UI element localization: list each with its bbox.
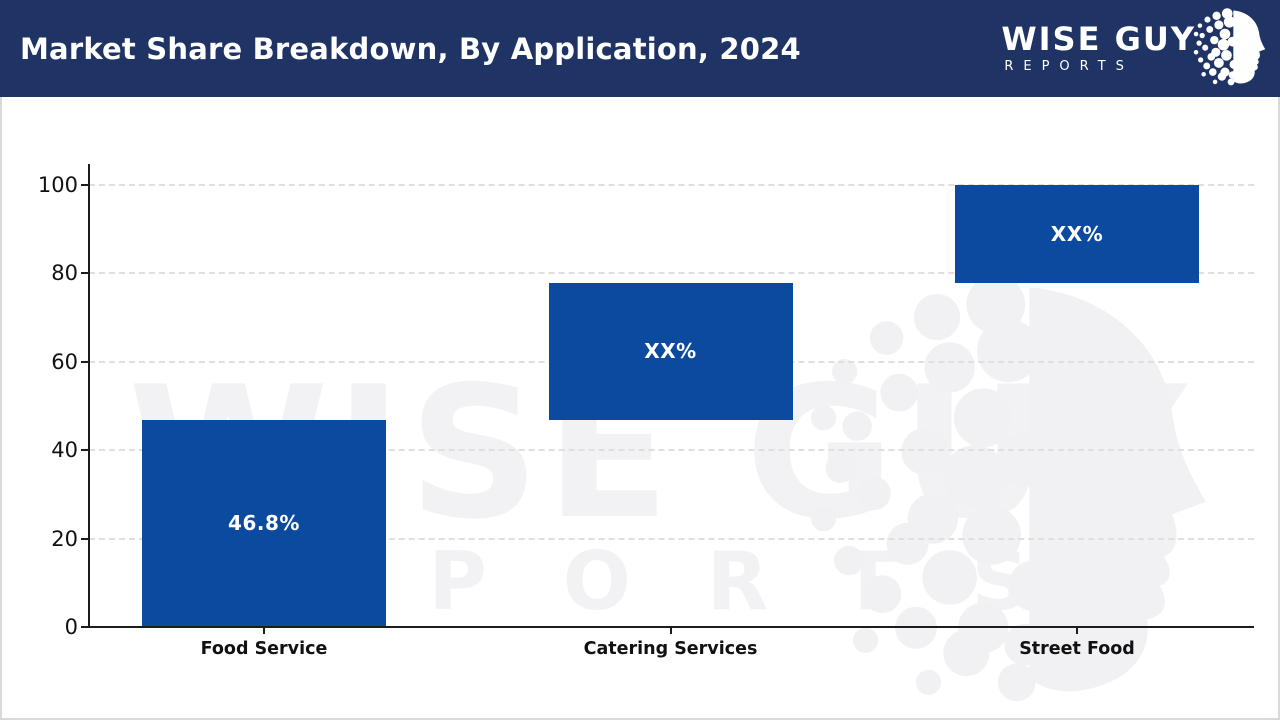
y-tick-label: 100 (37, 172, 78, 197)
logo-subtext: REPORTS (1004, 58, 1134, 74)
bar-value-label: XX% (644, 339, 697, 364)
logo-text: WISE GUY REPORTS (1001, 23, 1196, 74)
grid-line (89, 449, 1254, 451)
y-tick-mark (81, 183, 89, 186)
header: Market Share Breakdown, By Application, … (0, 0, 1280, 97)
wiseguy-logo: WISE GUY REPORTS (1001, 0, 1266, 97)
y-tick-label: 40 (51, 438, 78, 462)
y-tick-label: 0 (64, 615, 78, 639)
y-tick-label: 60 (51, 349, 78, 374)
y-tick-mark (81, 626, 89, 628)
bar: XX% (955, 184, 1199, 283)
x-tick-mark (263, 627, 265, 634)
bar-value-label: XX% (1050, 221, 1104, 246)
y-tick-mark (81, 537, 89, 540)
y-tick-mark (81, 360, 89, 363)
bar-value-label: 46.8% (228, 511, 300, 536)
y-tick-label: 20 (51, 526, 78, 551)
grid-line (89, 183, 1254, 186)
logo-wordmark: WISE GUY (1001, 20, 1196, 59)
x-tick-mark (1076, 627, 1078, 634)
x-category-label: Food Service (200, 639, 328, 659)
grid-line (89, 537, 1254, 540)
y-axis-line (88, 164, 90, 628)
bar: XX% (548, 282, 793, 420)
grid-line (89, 272, 1254, 274)
y-tick-label: 80 (51, 261, 78, 285)
y-tick-mark (81, 272, 89, 274)
y-tick-mark (81, 449, 89, 451)
logo-head-icon (1193, 7, 1266, 85)
x-category-label: Street Food (1019, 639, 1135, 659)
x-tick-mark (669, 627, 672, 634)
x-category-label: Catering Services (583, 639, 758, 659)
page-title: Market Share Breakdown, By Application, … (20, 31, 801, 66)
bar: 46.8% (142, 419, 386, 627)
